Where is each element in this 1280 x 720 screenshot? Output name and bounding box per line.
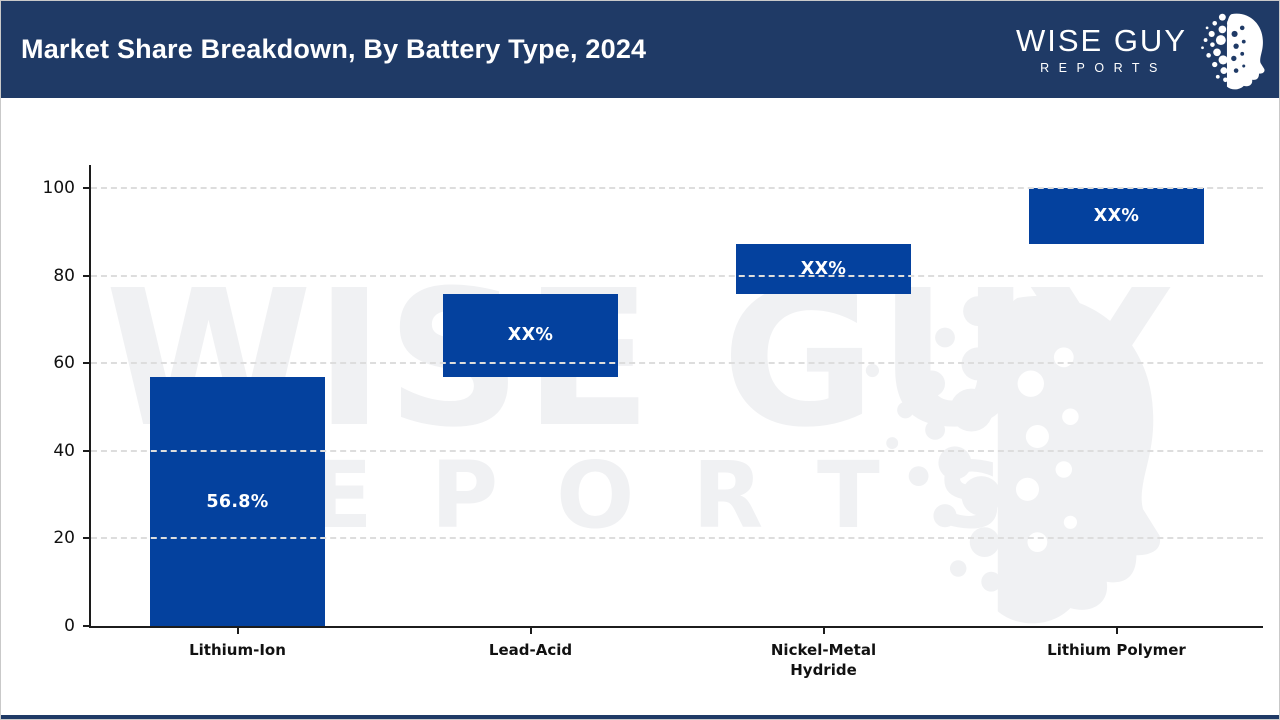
bar-value-label: 56.8% [206, 491, 269, 512]
gridline [91, 537, 1263, 540]
bar-value-label: XX% [1093, 205, 1140, 226]
y-axis-spine [89, 165, 91, 188]
y-tick-label: 20 [53, 528, 75, 549]
gridline [91, 187, 1263, 189]
x-tick-mark [236, 626, 239, 634]
y-tick-mark [83, 362, 91, 365]
x-tick-mark [529, 626, 532, 634]
logo-text: WISE GUY REPORTS [1016, 25, 1187, 75]
header-banner: Market Share Breakdown, By Battery Type,… [1, 1, 1279, 98]
bar-value-label: XX% [507, 325, 554, 346]
x-category-label-text: Lithium-Ion [189, 641, 286, 659]
bar-value-label: XX% [800, 258, 847, 279]
logo-wordmark: WISE GUY [1015, 23, 1187, 59]
y-tick-label: 100 [42, 178, 75, 198]
x-category-label: Lithium Polymer [970, 640, 1263, 660]
x-category-label-text: Nickel-Metal Hydride [770, 641, 877, 680]
plot-area: 0 20 40 60 80 100 56.8% Lithium-Ion XX% Lead-Acid… [43, 178, 1263, 679]
gridline [91, 362, 1263, 365]
y-tick-label: 0 [64, 616, 75, 636]
wiseguy-logo: WISE GUY REPORTS [1016, 7, 1269, 93]
y-tick-mark [83, 449, 91, 452]
gridline [91, 449, 1263, 452]
bar-nickel-metal-hydride: XX% [735, 243, 912, 294]
footer-strip [1, 715, 1279, 719]
x-tick-mark [1115, 626, 1118, 634]
y-tick-mark [83, 625, 91, 627]
x-category-label-text: Lithium Polymer [1047, 641, 1186, 659]
bar-lithium-ion: 56.8% [149, 377, 326, 626]
bar-lead-acid: XX% [442, 293, 619, 378]
wiseguy-head-icon [1201, 13, 1265, 90]
x-category-label-text: Lead-Acid [488, 641, 573, 659]
x-category-label: Nickel-Metal Hydride [677, 640, 970, 681]
chart-title: Market Share Breakdown, By Battery Type,… [21, 34, 647, 64]
x-category-label: Lithium-Ion [91, 640, 384, 660]
y-tick-label: 60 [53, 353, 75, 374]
y-tick-mark [83, 537, 91, 540]
gridline [91, 274, 1263, 277]
y-tick-label: 40 [53, 440, 75, 461]
logo-subtitle: REPORTS [1040, 60, 1167, 75]
x-category-label: Lead-Acid [384, 640, 677, 660]
y-tick-label: 80 [53, 265, 75, 286]
chart-area: WISE GUY REPORTS [1, 98, 1279, 715]
bar-lithium-polymer: XX% [1028, 188, 1205, 244]
y-tick-mark [83, 274, 91, 277]
y-tick-mark [83, 187, 91, 189]
x-tick-mark [822, 626, 825, 634]
